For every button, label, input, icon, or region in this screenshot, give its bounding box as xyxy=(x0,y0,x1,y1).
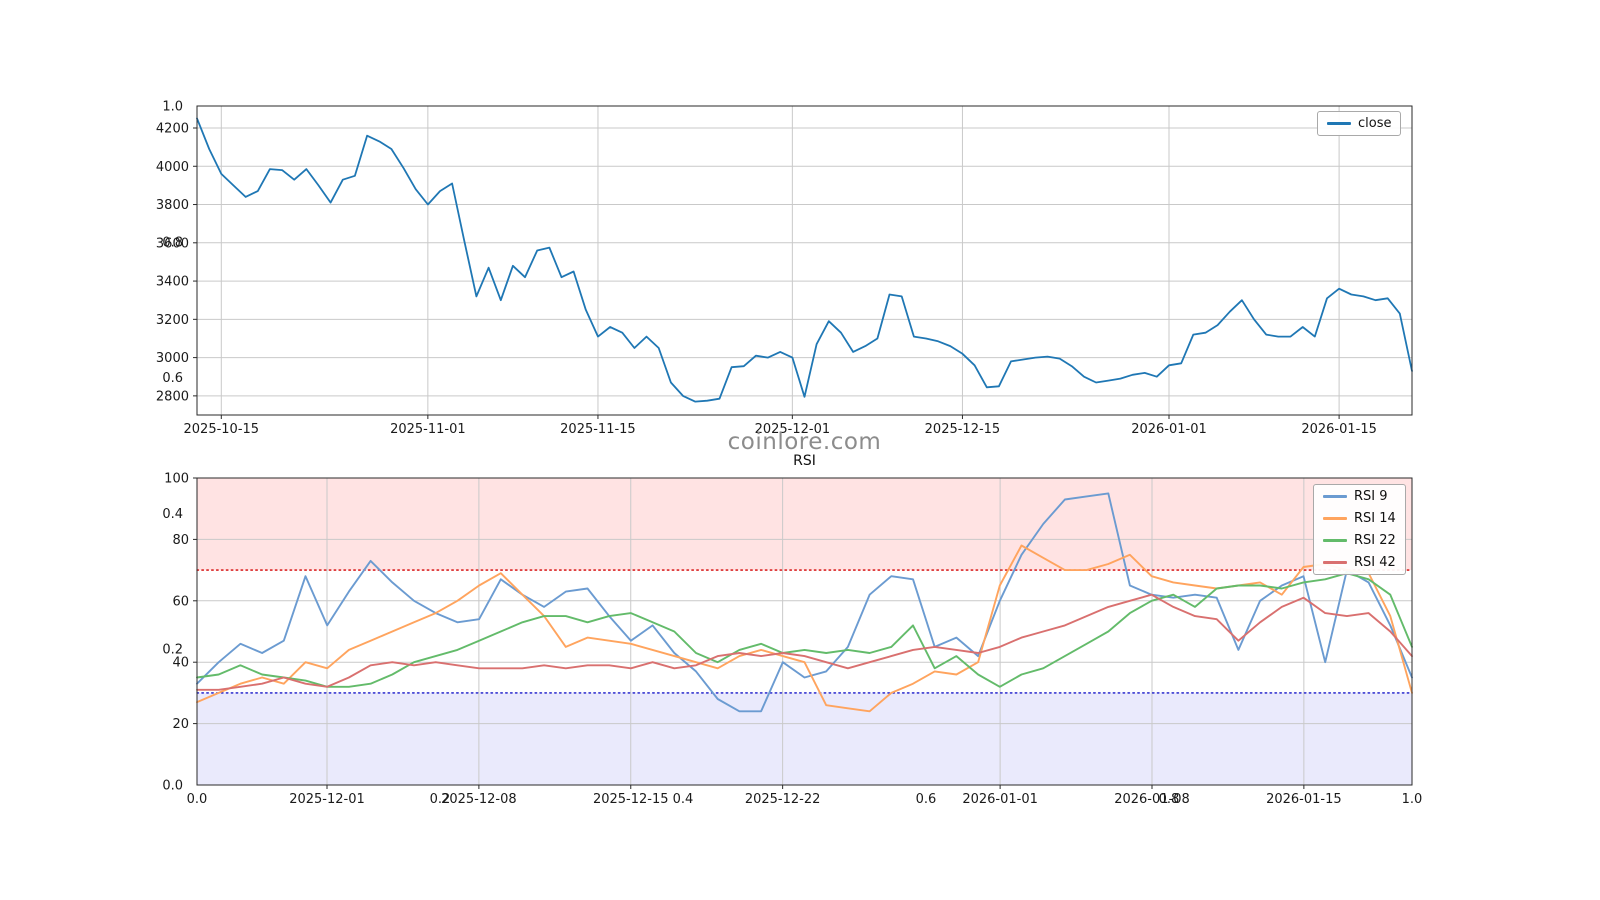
x-tick-label: 2026-01-08 xyxy=(1114,792,1190,807)
price-border xyxy=(196,105,1413,416)
y-tick-label: 3000 xyxy=(156,351,189,366)
legend-item-rsi-42: RSI 42 xyxy=(1323,556,1396,569)
figure-x-tick-label: 0.6 xyxy=(916,792,937,807)
figure-x-tick-label: 0.8 xyxy=(1159,792,1180,807)
price-legend: close xyxy=(1317,111,1402,136)
y-tick-label: 20 xyxy=(172,717,189,732)
y-tick-label: 80 xyxy=(172,533,189,548)
legend-item-rsi-14: RSI 14 xyxy=(1323,512,1396,525)
x-tick-label: 2025-10-15 xyxy=(184,422,260,437)
legend-item-rsi-22: RSI 22 xyxy=(1323,534,1396,547)
x-tick-label: 2025-12-08 xyxy=(441,792,517,807)
y-tick-label: 100 xyxy=(164,472,189,487)
x-tick-label: 2025-12-01 xyxy=(755,422,831,437)
rsi-chart-title: RSI xyxy=(793,453,816,469)
figure-y-tick-label: 0.4 xyxy=(162,507,183,522)
x-tick-label: 2026-01-15 xyxy=(1301,422,1377,437)
rsi9-line-swatch xyxy=(1323,495,1347,498)
y-tick-label: 4200 xyxy=(156,122,189,137)
figure-y-tick-label: 0.6 xyxy=(162,371,183,386)
x-tick-label: 2026-01-01 xyxy=(1131,422,1207,437)
x-tick-label: 2025-12-22 xyxy=(745,792,821,807)
rsi-14-line xyxy=(196,544,1413,713)
y-tick-label: 4000 xyxy=(156,160,189,175)
x-tick-label: 2025-12-01 xyxy=(289,792,365,807)
close-line xyxy=(196,117,1413,403)
x-tick-label: 2025-11-15 xyxy=(560,422,636,437)
rsi-9-line xyxy=(196,492,1413,713)
figure-y-tick-label: 0.2 xyxy=(162,643,183,658)
x-tick-label: 2025-11-01 xyxy=(390,422,466,437)
price-plot: 2025-10-15 2025-11-01 2025-11-15 2025-12-01… xyxy=(156,105,1413,437)
rsi-border xyxy=(196,477,1413,786)
rsi-legend: RSI 9 RSI 14 RSI 22 RSI 42 xyxy=(1313,484,1406,575)
figure-x-tick-label: 0.0 xyxy=(187,792,208,807)
rsi-22-line xyxy=(196,572,1413,688)
figure-y-tick-label: 0.8 xyxy=(162,235,183,250)
x-tick-label: 2026-01-15 xyxy=(1266,792,1342,807)
y-tick-label: 40 xyxy=(172,656,189,671)
legend-label-close: close xyxy=(1358,116,1392,131)
rsi14-line-swatch xyxy=(1323,517,1347,520)
y-tick-label: 2800 xyxy=(156,389,189,404)
figure-fraction-axis: 1.0 0.8 0.6 0.4 0.2 0.0 0.0 0.2 0.4 0.6 0.8 1.0 xyxy=(162,100,1422,808)
rsi22-line-swatch xyxy=(1323,539,1347,542)
x-tick-label: 2025-12-15 xyxy=(593,792,669,807)
x-tick-label: 2026-01-01 xyxy=(962,792,1038,807)
figure-x-tick-label: 0.4 xyxy=(673,792,694,807)
legend-label-rsi-14: RSI 14 xyxy=(1354,511,1396,526)
figure-x-tick-label: 1.0 xyxy=(1402,792,1423,807)
y-tick-label: 3200 xyxy=(156,313,189,328)
figure-y-tick-label: 0.0 xyxy=(162,779,183,794)
rsi-band-0 xyxy=(197,478,1412,571)
y-tick-label: 3400 xyxy=(156,275,189,290)
y-tick-label: 3800 xyxy=(156,198,189,213)
figure-x-tick-label: 0.2 xyxy=(430,792,451,807)
rsi-42-line xyxy=(196,593,1413,691)
legend-label-rsi-22: RSI 22 xyxy=(1354,533,1396,548)
x-tick-label: 2025-12-15 xyxy=(925,422,1001,437)
legend-item-rsi-9: RSI 9 xyxy=(1323,490,1396,503)
y-tick-label: 60 xyxy=(172,594,189,609)
legend-label-rsi-42: RSI 42 xyxy=(1354,555,1396,570)
watermark: coinlore.com xyxy=(727,429,882,455)
rsi42-line-swatch xyxy=(1323,561,1347,564)
y-tick-label: 3600 xyxy=(156,236,189,251)
legend-label-rsi-9: RSI 9 xyxy=(1354,489,1388,504)
rsi-band-1 xyxy=(197,692,1412,785)
close-line-swatch xyxy=(1327,122,1351,125)
figure-y-tick-label: 1.0 xyxy=(162,100,183,115)
legend-item-close: close xyxy=(1327,117,1391,130)
rsi-plot: 2025-12-01 2025-12-08 2025-12-15 2025-12-22… xyxy=(164,472,1413,807)
